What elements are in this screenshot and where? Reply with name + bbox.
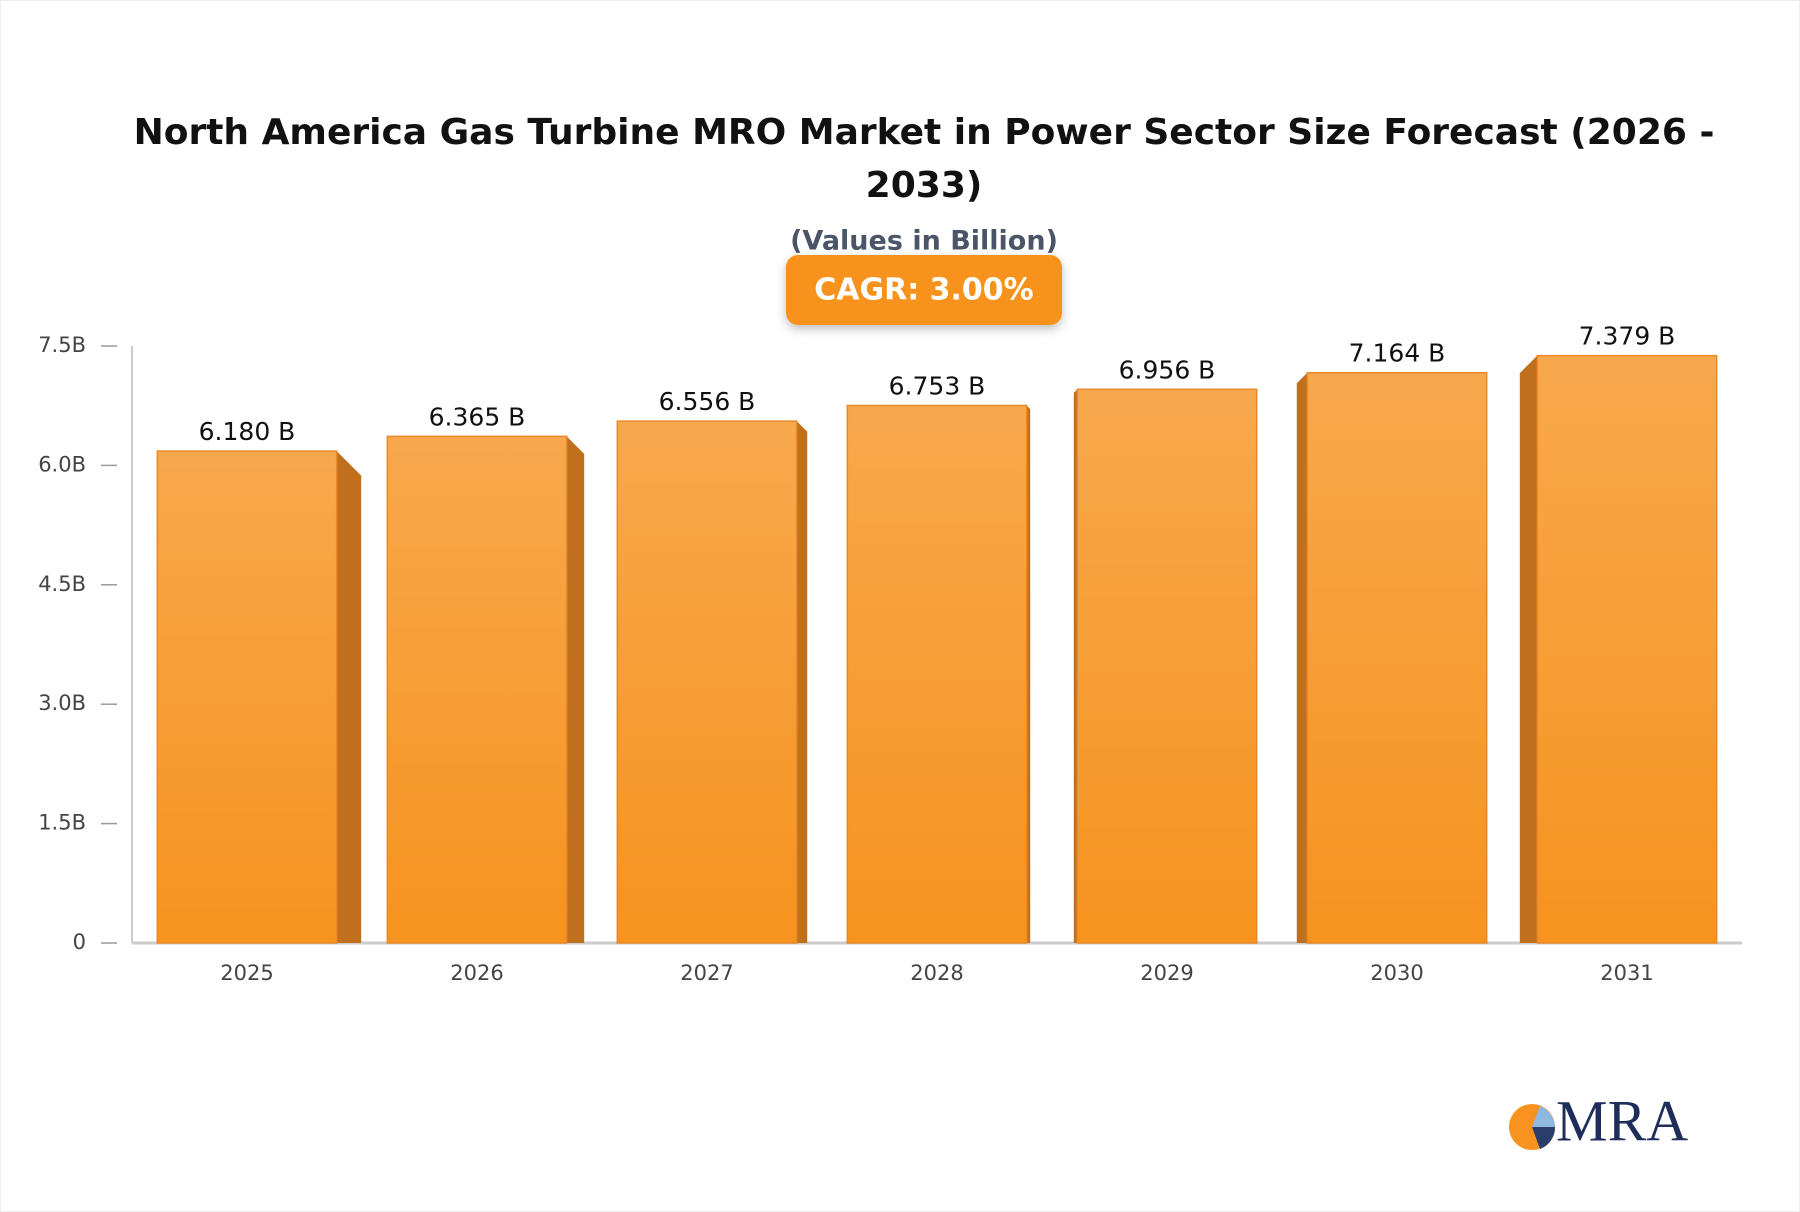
logo-text: MRA (1556, 1088, 1688, 1153)
x-tick-label: 2029 (1140, 961, 1193, 985)
bar (616, 420, 798, 944)
y-tick-label: 1.5B (38, 811, 86, 835)
bar-side (1296, 372, 1308, 943)
bar (156, 450, 338, 944)
logo-icon-slice (1532, 1127, 1556, 1149)
cagr-label: CAGR: 3.00% (814, 273, 1033, 308)
bar-side (1519, 355, 1538, 943)
bar (1536, 354, 1718, 944)
y-tick-label: 0 (73, 930, 86, 954)
x-tick-label: 2028 (910, 961, 963, 985)
value-label: 6.753 B (889, 371, 986, 400)
logo: MRA (1509, 1088, 1688, 1153)
y-tick-label: 6.0B (38, 452, 86, 476)
bar-side (1026, 405, 1031, 944)
bar-side (1073, 389, 1078, 944)
chart-subtitle: (Values in Billion) (790, 226, 1058, 257)
x-tick-label: 2030 (1370, 961, 1423, 985)
value-label: 6.365 B (429, 402, 526, 431)
bar-side (566, 436, 585, 943)
value-label: 6.180 B (199, 417, 296, 446)
bar-side (796, 421, 808, 943)
value-label: 7.379 B (1579, 322, 1676, 351)
bar (1076, 388, 1258, 944)
y-tick-label: 3.0B (38, 691, 86, 715)
x-tick-label: 2025 (220, 961, 273, 985)
x-tick-label: 2027 (680, 961, 733, 985)
logo-icon-slice (1532, 1106, 1555, 1127)
y-tick-label: 7.5B (38, 333, 86, 357)
value-label: 6.556 B (659, 387, 756, 416)
y-tick-label: 4.5B (38, 572, 86, 596)
bar (1306, 371, 1488, 944)
x-tick-label: 2031 (1600, 961, 1653, 985)
value-label: 6.956 B (1119, 355, 1216, 384)
chart-title: North America Gas Turbine MRO Market in … (134, 112, 1715, 206)
value-label: 7.164 B (1349, 339, 1446, 368)
cagr-badge (786, 255, 1062, 325)
x-tick-label: 2026 (450, 961, 503, 985)
bar (846, 404, 1028, 944)
title-line: 2033) (866, 165, 983, 206)
bar (386, 435, 568, 944)
title-line: North America Gas Turbine MRO Market in … (134, 112, 1715, 153)
bar-side (336, 451, 362, 943)
